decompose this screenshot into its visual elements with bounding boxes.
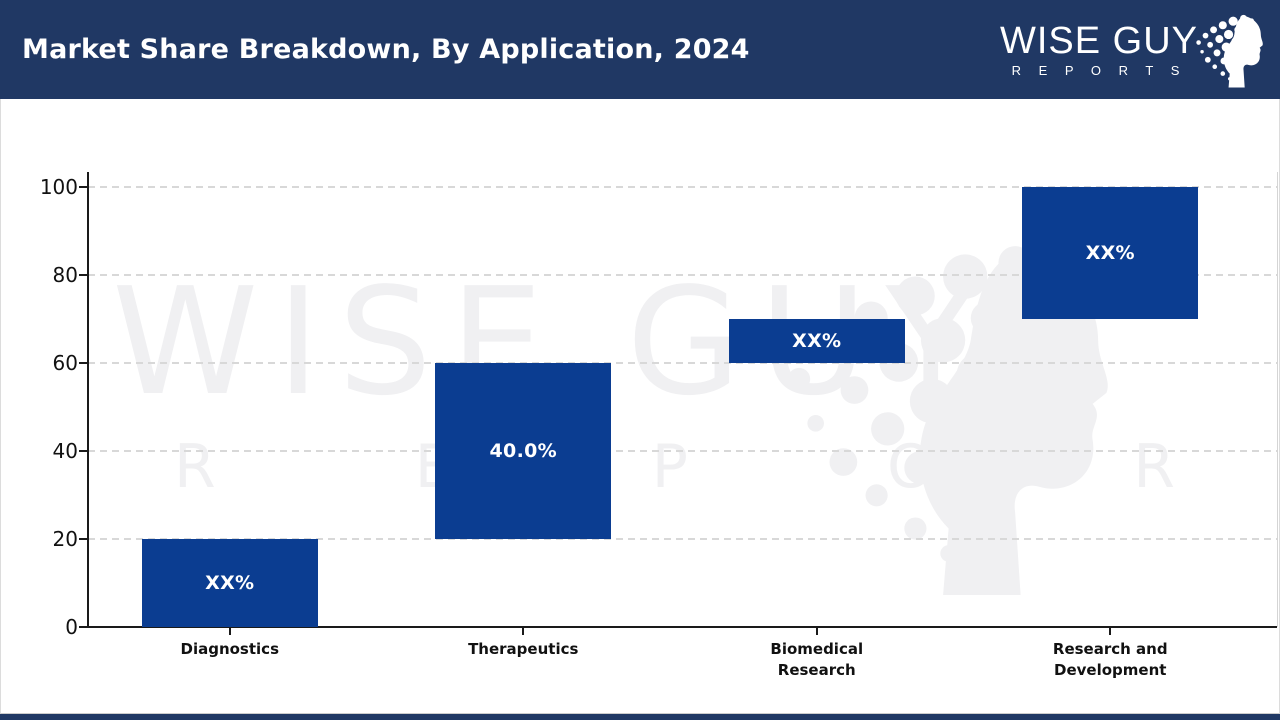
header-band: Market Share Breakdown, By Application, … <box>0 0 1280 99</box>
y-axis-tick <box>79 450 88 452</box>
bar-biomedical-research: XX% <box>728 319 905 363</box>
x-axis-tick <box>522 627 525 635</box>
bar-research-and-development: XX% <box>1022 187 1199 319</box>
face-dots-logo-icon <box>1194 11 1266 89</box>
x-axis-category-label-line: Diagnostics <box>180 640 280 658</box>
right-spine-line <box>1277 172 1278 627</box>
x-axis-category-label: Therapeutics <box>383 639 663 660</box>
x-axis-line <box>87 626 1277 628</box>
y-gridline <box>88 186 1277 188</box>
x-axis-category-label-line: Research and <box>1052 640 1168 658</box>
y-axis-tick-label: 20 <box>52 527 78 551</box>
bar-diagnostics: XX% <box>141 539 318 627</box>
logo-text: WISE GUY R E P O R T S <box>999 19 1198 79</box>
y-axis-tick <box>79 538 88 540</box>
bar-therapeutics: 40.0% <box>435 363 612 539</box>
y-axis-tick <box>79 626 88 628</box>
footer-band <box>0 714 1280 720</box>
x-axis-category-label-line: Biomedical <box>770 640 864 658</box>
x-axis-category-label: Research and Development <box>970 639 1250 681</box>
x-axis-category-label-line: Research <box>777 661 856 679</box>
x-axis-tick <box>815 627 818 635</box>
bar-value-label: XX% <box>205 572 255 594</box>
y-axis-line <box>87 172 89 628</box>
wise-guy-reports-logo: WISE GUY R E P O R T S <box>1000 6 1266 94</box>
x-axis-category-label: Diagnostics <box>90 639 370 660</box>
y-axis-tick <box>79 362 88 364</box>
bar-value-label: XX% <box>1085 242 1135 264</box>
bar-value-label: XX% <box>792 330 842 352</box>
y-gridline <box>88 362 1277 364</box>
x-axis-category-label-line: Therapeutics <box>468 640 579 658</box>
y-axis-tick-label: 80 <box>52 263 78 287</box>
y-gridline <box>88 274 1277 276</box>
logo-subtitle: R E P O R T S <box>1011 63 1187 79</box>
y-axis-tick-label: 40 <box>52 439 78 463</box>
y-axis-tick-label: 60 <box>52 351 78 375</box>
page-title: Market Share Breakdown, By Application, … <box>22 34 750 65</box>
y-gridline <box>88 538 1277 540</box>
y-axis-tick-label: 0 <box>65 615 78 639</box>
x-axis-tick <box>1109 627 1112 635</box>
y-axis-tick <box>79 186 88 188</box>
y-gridline <box>88 450 1277 452</box>
y-axis-tick-label: 100 <box>39 175 78 199</box>
y-axis-tick <box>79 274 88 276</box>
x-axis-category-label-line: Development <box>1054 661 1167 679</box>
x-axis-category-label: Biomedical Research <box>677 639 957 681</box>
x-axis-tick <box>228 627 231 635</box>
logo-wordmark: WISE GUY <box>999 19 1198 62</box>
bar-value-label: 40.0% <box>489 440 557 462</box>
